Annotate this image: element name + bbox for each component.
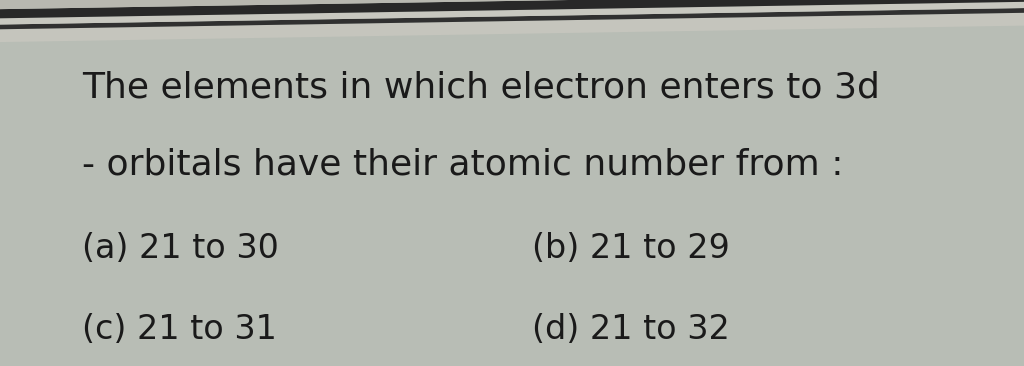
Text: The elements in which electron enters to 3d: The elements in which electron enters to…: [82, 71, 880, 105]
Polygon shape: [0, 8, 1024, 29]
Polygon shape: [0, 2, 1024, 25]
Polygon shape: [0, 0, 1024, 18]
Text: - orbitals have their atomic number from :: - orbitals have their atomic number from…: [82, 148, 844, 182]
Text: (a) 21 to 30: (a) 21 to 30: [82, 232, 279, 265]
Text: (c) 21 to 31: (c) 21 to 31: [82, 313, 276, 346]
Text: (d) 21 to 32: (d) 21 to 32: [532, 313, 730, 346]
Text: (b) 21 to 29: (b) 21 to 29: [532, 232, 730, 265]
Polygon shape: [0, 13, 1024, 42]
Polygon shape: [0, 0, 1024, 9]
